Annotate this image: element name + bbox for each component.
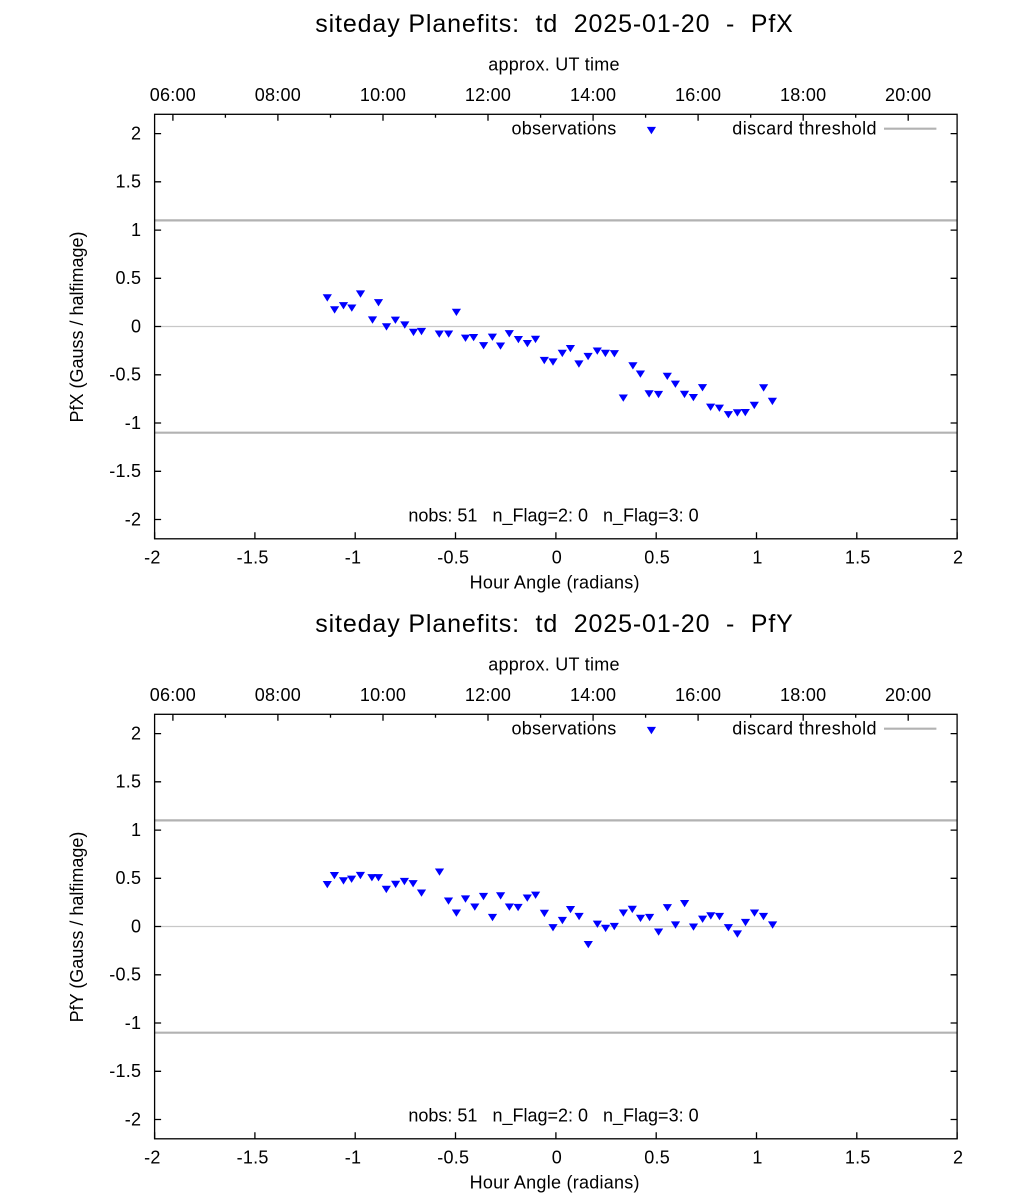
svg-text:-1.5: -1.5	[237, 1148, 269, 1168]
svg-text:0: 0	[552, 548, 562, 568]
svg-text:siteday Planefits: td 2025-0: siteday Planefits: td 2025-01-20 - PfY	[315, 610, 793, 638]
svg-text:PfX (Gauss / halfimage): PfX (Gauss / halfimage)	[67, 231, 87, 422]
svg-text:10:00: 10:00	[360, 685, 406, 705]
svg-text:16:00: 16:00	[675, 685, 721, 705]
svg-text:1.5: 1.5	[845, 548, 871, 568]
svg-text:-0.5: -0.5	[109, 365, 141, 385]
svg-text:06:00: 06:00	[150, 685, 196, 705]
svg-text:approx. UT time: approx. UT time	[488, 654, 619, 674]
svg-text:1.5: 1.5	[845, 1148, 871, 1168]
svg-text:-1.5: -1.5	[109, 1061, 141, 1081]
svg-text:12:00: 12:00	[465, 685, 511, 705]
svg-text:discard threshold: discard threshold	[732, 119, 877, 139]
svg-text:PfY (Gauss / halfimage): PfY (Gauss / halfimage)	[67, 832, 87, 1023]
svg-text:1: 1	[752, 1148, 762, 1168]
svg-text:0.5: 0.5	[116, 268, 142, 288]
svg-text:discard threshold: discard threshold	[732, 719, 877, 739]
svg-text:-0.5: -0.5	[437, 1148, 469, 1168]
svg-text:0: 0	[552, 1148, 562, 1168]
svg-text:08:00: 08:00	[255, 685, 301, 705]
svg-text:-1: -1	[125, 413, 142, 433]
svg-text:-1: -1	[125, 1013, 142, 1033]
svg-text:siteday Planefits: td 2025-0: siteday Planefits: td 2025-01-20 - PfX	[315, 10, 793, 38]
svg-text:14:00: 14:00	[570, 85, 616, 105]
svg-text:1: 1	[131, 820, 141, 840]
svg-text:Hour Angle (radians): Hour Angle (radians)	[470, 573, 640, 593]
svg-text:12:00: 12:00	[465, 85, 511, 105]
svg-text:-1: -1	[345, 548, 362, 568]
svg-text:observations: observations	[511, 719, 616, 739]
svg-text:1: 1	[131, 220, 141, 240]
svg-text:approx. UT time: approx. UT time	[488, 54, 619, 74]
svg-text:0: 0	[131, 316, 141, 336]
svg-text:06:00: 06:00	[150, 85, 196, 105]
svg-text:18:00: 18:00	[780, 685, 826, 705]
svg-text:18:00: 18:00	[780, 85, 826, 105]
svg-text:2: 2	[131, 723, 141, 743]
svg-text:1: 1	[752, 548, 762, 568]
svg-text:-2: -2	[125, 1109, 142, 1129]
svg-text:-2: -2	[144, 548, 161, 568]
svg-text:16:00: 16:00	[675, 85, 721, 105]
svg-text:-1: -1	[345, 1148, 362, 1168]
svg-text:0.5: 0.5	[116, 868, 142, 888]
svg-text:-2: -2	[125, 509, 142, 529]
svg-text:20:00: 20:00	[885, 85, 931, 105]
svg-text:08:00: 08:00	[255, 85, 301, 105]
svg-text:10:00: 10:00	[360, 85, 406, 105]
svg-text:-1.5: -1.5	[237, 548, 269, 568]
svg-text:nobs: 51 n_Flag=2: 0 n_Fla: nobs: 51 n_Flag=2: 0 n_Flag=3: 0	[408, 506, 698, 527]
svg-text:20:00: 20:00	[885, 685, 931, 705]
svg-text:-1.5: -1.5	[109, 461, 141, 481]
svg-text:1.5: 1.5	[116, 172, 142, 192]
svg-text:1.5: 1.5	[116, 772, 142, 792]
svg-text:2: 2	[953, 548, 963, 568]
svg-text:-2: -2	[144, 1148, 161, 1168]
svg-text:observations: observations	[511, 119, 616, 139]
svg-text:nobs: 51 n_Flag=2: 0 n_Fla: nobs: 51 n_Flag=2: 0 n_Flag=3: 0	[408, 1106, 698, 1127]
svg-text:Hour Angle (radians): Hour Angle (radians)	[470, 1173, 640, 1193]
svg-text:14:00: 14:00	[570, 685, 616, 705]
svg-text:0.5: 0.5	[644, 1148, 670, 1168]
svg-text:-0.5: -0.5	[109, 965, 141, 985]
svg-text:2: 2	[953, 1148, 963, 1168]
svg-text:0: 0	[131, 916, 141, 936]
svg-text:-0.5: -0.5	[437, 548, 469, 568]
svg-text:0.5: 0.5	[644, 548, 670, 568]
svg-text:2: 2	[131, 123, 141, 143]
